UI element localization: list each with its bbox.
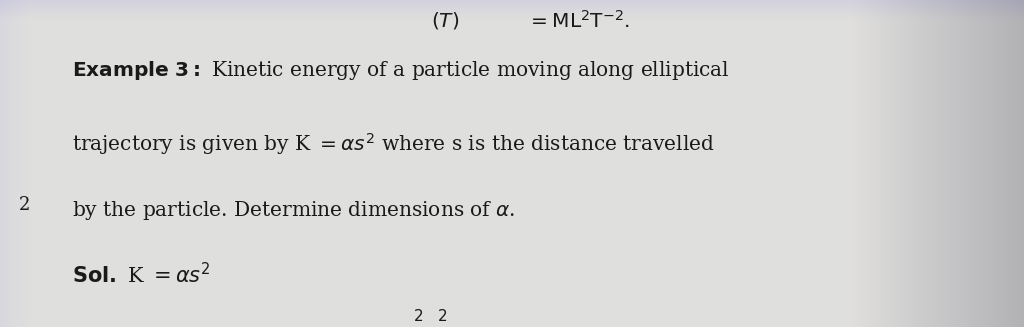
Text: by the particle. Determine dimensions of $\alpha$.: by the particle. Determine dimensions of… [72, 199, 515, 222]
Text: trajectory is given by K $= \alpha s^2$ where s is the distance travelled: trajectory is given by K $= \alpha s^2$ … [72, 131, 715, 157]
Text: 2: 2 [18, 196, 30, 214]
Text: $\bf{Example\ 3:}$ Kinetic energy of a particle moving along elliptical: $\bf{Example\ 3:}$ Kinetic energy of a p… [72, 59, 729, 82]
Text: $(T)$: $(T)$ [431, 10, 460, 31]
Text: $2\quad 2$: $2\quad 2$ [413, 308, 447, 324]
Text: $= \mathrm{ML^2T^{-2}}.$: $= \mathrm{ML^2T^{-2}}.$ [527, 10, 631, 32]
Text: $\bf{Sol.}$ K $= \alpha s^2$: $\bf{Sol.}$ K $= \alpha s^2$ [72, 262, 210, 287]
